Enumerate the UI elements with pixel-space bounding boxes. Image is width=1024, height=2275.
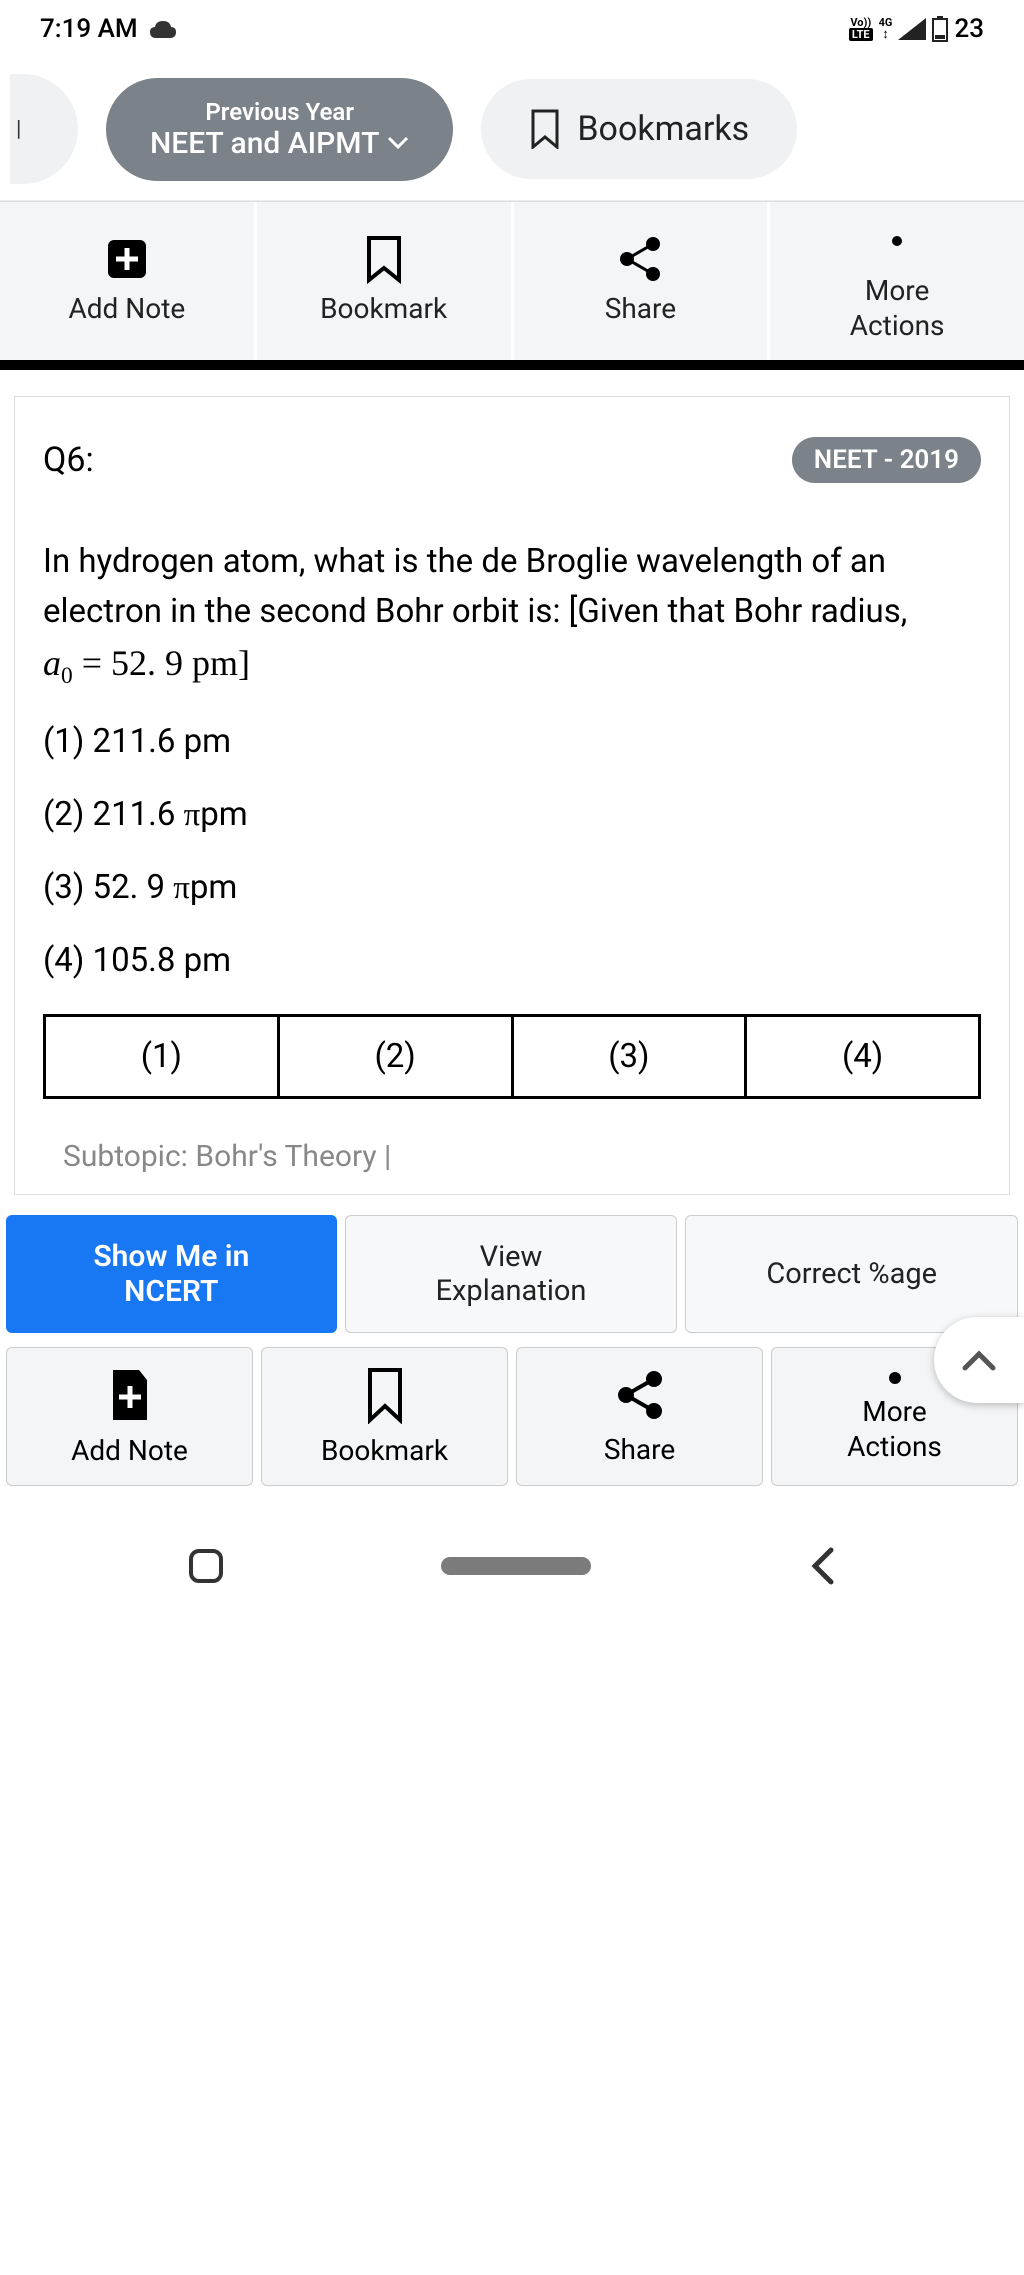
signal-icon bbox=[898, 18, 926, 40]
opt3-suffix: pm bbox=[190, 868, 237, 907]
add-note-label-2: Add Note bbox=[71, 1434, 188, 1467]
volte-bottom: LTE bbox=[849, 28, 873, 41]
divider bbox=[0, 360, 1024, 370]
option-3[interactable]: (3) 52. 9 πpm bbox=[43, 868, 981, 907]
view-explanation-button[interactable]: View Explanation bbox=[345, 1215, 678, 1333]
android-nav-bar bbox=[0, 1526, 1024, 1606]
share-icon bbox=[615, 234, 665, 284]
more-l2-2: Actions bbox=[847, 1430, 942, 1463]
add-note-button[interactable]: Add Note bbox=[0, 202, 257, 360]
formula-rest: = 52. 9 pm] bbox=[73, 643, 250, 683]
more-label-1: More bbox=[865, 274, 930, 307]
volte-top: Vo)) bbox=[850, 17, 871, 28]
add-note-icon bbox=[102, 234, 152, 284]
more-actions-button[interactable]: More Actions bbox=[770, 202, 1024, 360]
more-l1-2: More bbox=[862, 1395, 927, 1428]
share-button[interactable]: Share bbox=[514, 202, 771, 360]
question-card: Q6: NEET - 2019 In hydrogen atom, what i… bbox=[14, 396, 1010, 1195]
share-label: Share bbox=[605, 292, 676, 325]
ncert-l1: Show Me in bbox=[93, 1239, 249, 1274]
formula-sub: 0 bbox=[61, 663, 73, 689]
add-note-label: Add Note bbox=[69, 292, 186, 325]
bookmark-label-2: Bookmark bbox=[321, 1434, 448, 1467]
options-list: (1) 211.6 pm (2) 211.6 πpm (3) 52. 9 πpm… bbox=[43, 722, 981, 980]
share-button-2[interactable]: Share bbox=[516, 1347, 763, 1486]
home-button[interactable] bbox=[441, 1557, 591, 1575]
battery-icon bbox=[932, 16, 948, 42]
status-time: 7:19 AM bbox=[40, 14, 138, 44]
answer-cell-2[interactable]: (2) bbox=[280, 1017, 514, 1096]
bookmark-outline-icon bbox=[363, 234, 405, 284]
year-badge: NEET - 2019 bbox=[792, 437, 981, 483]
opt3-prefix: (3) 52. 9 bbox=[43, 868, 173, 907]
pill-line2: NEET and AIPMT bbox=[150, 126, 379, 161]
bottom-action-row: Add Note Bookmark Share More Actions bbox=[6, 1347, 1018, 1486]
subtopic-label: Subtopic: bbox=[63, 1139, 195, 1174]
cloud-icon bbox=[148, 18, 178, 40]
top-filter-bar: | Previous Year NEET and AIPMT Bookmarks bbox=[0, 58, 1024, 201]
add-note-button-2[interactable]: Add Note bbox=[6, 1347, 253, 1486]
option-4[interactable]: (4) 105.8 pm bbox=[43, 941, 981, 980]
bookmark-button-2[interactable]: Bookmark bbox=[261, 1347, 508, 1486]
add-note-icon bbox=[105, 1366, 155, 1424]
bookmark-icon bbox=[529, 109, 561, 149]
subtopic: Subtopic: Bohr's Theory | bbox=[43, 1139, 981, 1174]
dot-icon bbox=[891, 235, 903, 247]
option-2[interactable]: (2) 211.6 πpm bbox=[43, 795, 981, 834]
chevron-up-icon bbox=[959, 1348, 999, 1372]
bookmarks-label: Bookmarks bbox=[577, 109, 749, 149]
bookmark-button[interactable]: Bookmark bbox=[257, 202, 514, 360]
button-row: Show Me in NCERT View Explanation Correc… bbox=[6, 1215, 1018, 1333]
opt2-prefix: (2) 211.6 bbox=[43, 795, 184, 834]
previous-year-pill[interactable]: Previous Year NEET and AIPMT bbox=[106, 78, 453, 181]
share-icon bbox=[612, 1367, 668, 1423]
more-label-2: Actions bbox=[850, 309, 945, 342]
question-text: In hydrogen atom, what is the de Broglie… bbox=[43, 537, 981, 694]
opt2-suffix: pm bbox=[200, 795, 247, 834]
edge-marker: | bbox=[16, 117, 21, 142]
answer-cell-1[interactable]: (1) bbox=[46, 1017, 280, 1096]
answer-cell-4[interactable]: (4) bbox=[747, 1017, 978, 1096]
chevron-down-icon bbox=[387, 136, 409, 150]
top-action-row: Add Note Bookmark Share More Actions bbox=[0, 201, 1024, 360]
recent-apps-button[interactable] bbox=[189, 1549, 223, 1583]
question-text-part1: In hydrogen atom, what is the de Broglie… bbox=[43, 542, 907, 631]
bookmark-outline-icon bbox=[362, 1366, 408, 1424]
correct-label: Correct %age bbox=[766, 1257, 937, 1291]
answer-grid: (1) (2) (3) (4) bbox=[43, 1014, 981, 1099]
subtopic-value: Bohr's Theory | bbox=[195, 1139, 391, 1174]
formula-var: a bbox=[43, 643, 61, 683]
prev-filter-edge[interactable]: | bbox=[10, 74, 78, 184]
question-number: Q6: bbox=[43, 440, 94, 480]
ncert-l2: NCERT bbox=[124, 1274, 218, 1309]
correct-percentage-button[interactable]: Correct %age bbox=[685, 1215, 1018, 1333]
pill-line1: Previous Year bbox=[205, 98, 354, 126]
bookmark-label: Bookmark bbox=[320, 292, 447, 325]
show-ncert-button[interactable]: Show Me in NCERT bbox=[6, 1215, 337, 1333]
back-button[interactable] bbox=[809, 1546, 835, 1586]
battery-level: 23 bbox=[954, 14, 984, 44]
answer-cell-3[interactable]: (3) bbox=[514, 1017, 748, 1096]
status-bar: 7:19 AM Vo)) LTE 4G ↕ 23 bbox=[0, 0, 1024, 58]
view-l2: Explanation bbox=[436, 1274, 587, 1308]
option-1[interactable]: (1) 211.6 pm bbox=[43, 722, 981, 761]
dot-icon bbox=[888, 1371, 902, 1385]
share-label-2: Share bbox=[604, 1433, 675, 1466]
view-l1: View bbox=[480, 1240, 543, 1274]
bookmarks-pill[interactable]: Bookmarks bbox=[481, 79, 797, 179]
scroll-up-fab[interactable] bbox=[934, 1317, 1024, 1403]
